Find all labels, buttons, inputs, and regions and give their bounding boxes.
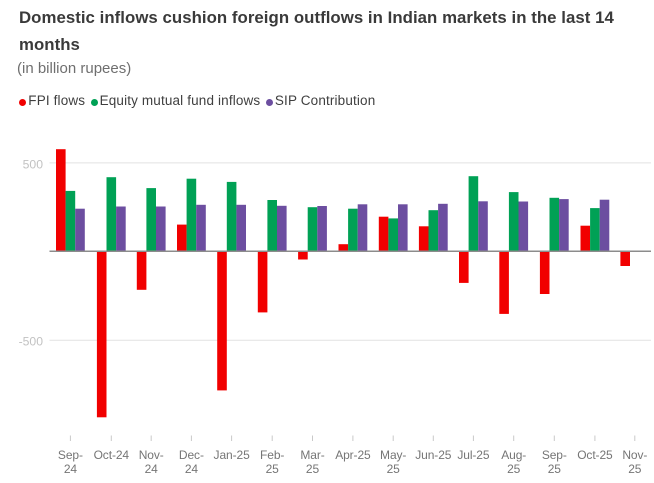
svg-text:-500: -500 bbox=[19, 334, 44, 348]
svg-text:24: 24 bbox=[145, 462, 159, 476]
svg-text:Mar-: Mar- bbox=[300, 448, 324, 462]
svg-text:Jul-25: Jul-25 bbox=[457, 448, 490, 462]
svg-text:25: 25 bbox=[507, 462, 521, 476]
svg-text:Oct-24: Oct-24 bbox=[94, 448, 130, 462]
svg-text:25: 25 bbox=[628, 462, 642, 476]
svg-text:Sep-: Sep- bbox=[542, 448, 567, 462]
svg-text:Apr-25: Apr-25 bbox=[335, 448, 371, 462]
svg-text:Dec-: Dec- bbox=[179, 448, 204, 462]
svg-text:Nov-: Nov- bbox=[139, 448, 164, 462]
svg-text:Jun-25: Jun-25 bbox=[415, 448, 452, 462]
svg-text:24: 24 bbox=[185, 462, 199, 476]
svg-text:Aug-: Aug- bbox=[501, 448, 526, 462]
svg-text:Jan-25: Jan-25 bbox=[214, 448, 251, 462]
svg-text:500: 500 bbox=[23, 157, 44, 171]
svg-text:24: 24 bbox=[64, 462, 78, 476]
svg-text:Feb-: Feb- bbox=[260, 448, 284, 462]
svg-text:Nov-: Nov- bbox=[622, 448, 647, 462]
svg-text:25: 25 bbox=[548, 462, 562, 476]
svg-text:25: 25 bbox=[266, 462, 280, 476]
svg-text:Sep-: Sep- bbox=[58, 448, 83, 462]
svg-text:May-: May- bbox=[380, 448, 406, 462]
svg-text:25: 25 bbox=[387, 462, 401, 476]
svg-text:Oct-25: Oct-25 bbox=[577, 448, 613, 462]
svg-text:25: 25 bbox=[306, 462, 320, 476]
